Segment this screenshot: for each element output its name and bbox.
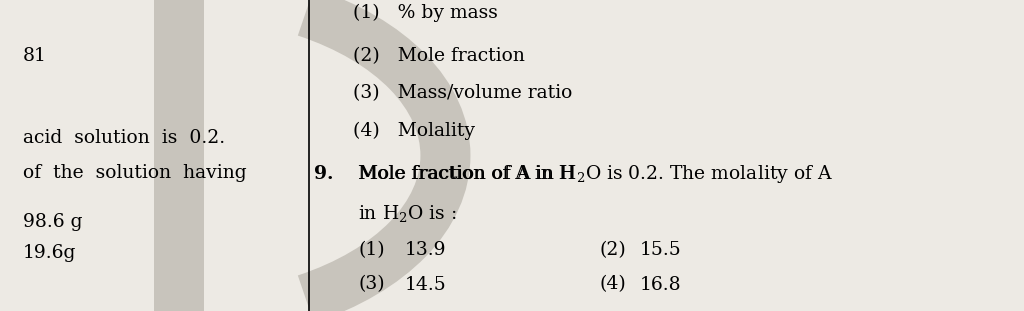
Text: 9.: 9. — [314, 165, 334, 183]
Text: Mole fraction of A in $\mathregular{H_2}$O is 0.2. The molality of A: Mole fraction of A in $\mathregular{H_2}… — [358, 163, 834, 185]
Text: (1)   % by mass: (1) % by mass — [353, 3, 498, 21]
Text: 81: 81 — [23, 47, 46, 65]
Text: of  the  solution  having: of the solution having — [23, 164, 246, 182]
Text: 15.5: 15.5 — [640, 241, 682, 259]
Text: (2): (2) — [599, 241, 626, 259]
Text: (3)   Mass/volume ratio: (3) Mass/volume ratio — [353, 84, 572, 102]
Text: (4): (4) — [599, 276, 626, 294]
Text: (2)   Mole fraction: (2) Mole fraction — [353, 47, 525, 65]
Text: acid  solution  is  0.2.: acid solution is 0.2. — [23, 129, 224, 147]
Text: 16.8: 16.8 — [640, 276, 682, 294]
Text: (4)   Molality: (4) Molality — [353, 122, 475, 140]
Text: 14.5: 14.5 — [404, 276, 446, 294]
Text: (3): (3) — [358, 276, 385, 294]
Text: in $\mathregular{H_2}$O is :: in $\mathregular{H_2}$O is : — [358, 202, 457, 224]
Text: 19.6g: 19.6g — [23, 244, 76, 262]
Text: (1): (1) — [358, 241, 385, 259]
Text: 13.9: 13.9 — [404, 241, 446, 259]
Text: Mole fraction of A in H: Mole fraction of A in H — [358, 165, 575, 183]
Text: 98.6 g: 98.6 g — [23, 213, 82, 231]
